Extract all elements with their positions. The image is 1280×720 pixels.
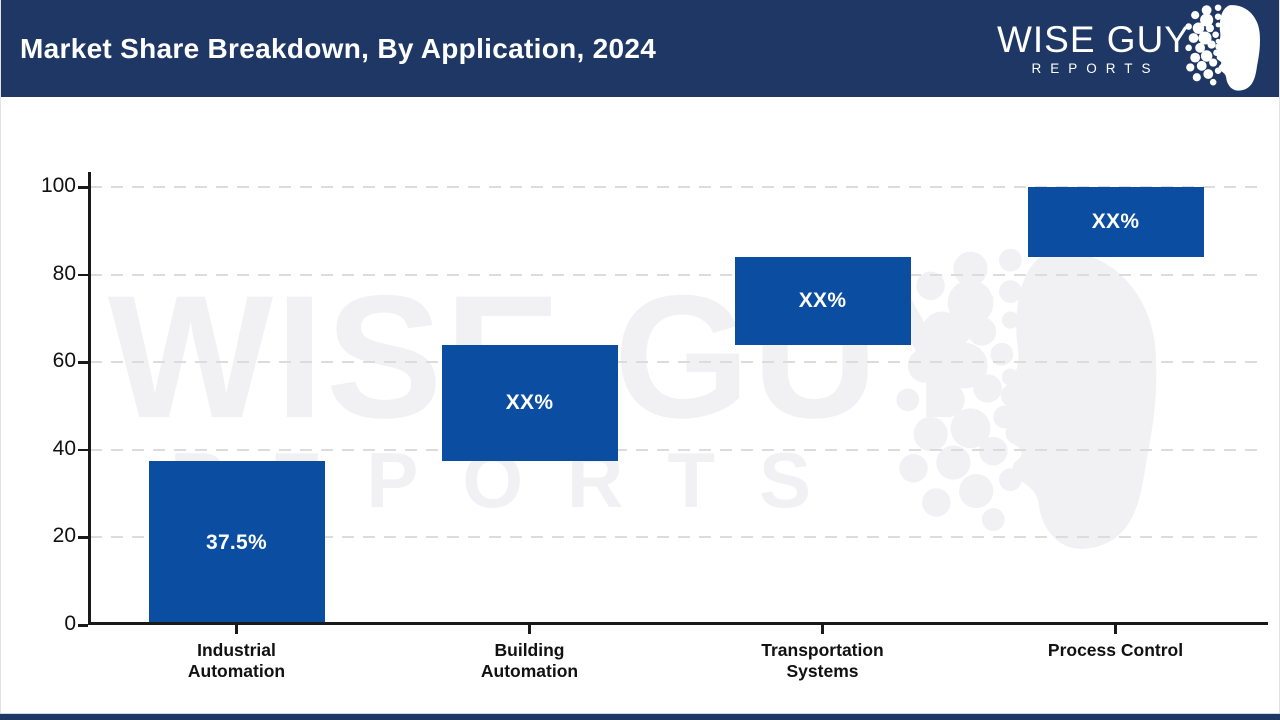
- bar-value-label: XX%: [798, 288, 847, 312]
- y-axis-tick-mark: [78, 624, 88, 627]
- x-axis-tick-mark: [235, 625, 238, 634]
- logo-subtitle: REPORTS: [1031, 61, 1160, 77]
- bar: XX%: [1027, 187, 1204, 258]
- x-axis-tick-mark: [821, 625, 824, 634]
- x-category-label: Building Automation: [480, 640, 579, 682]
- gridline: [90, 361, 1262, 364]
- x-axis-tick-mark: [528, 625, 531, 634]
- x-category-label: Transportation Systems: [761, 640, 884, 682]
- chart-area: WISE GUY REPORTS 37.5% XX% XX% XX% 0 20 40 60 8…: [0, 97, 1280, 714]
- y-axis-tick-mark: [78, 273, 88, 277]
- y-axis-tick-label: 0: [64, 612, 76, 635]
- bar-value-label: XX%: [505, 390, 554, 414]
- footer-bar: [0, 714, 1280, 720]
- bar: 37.5%: [148, 460, 325, 625]
- y-axis-tick-mark: [78, 448, 88, 452]
- wiseguy-logo: WISE GUY REPORTS: [997, 3, 1266, 92]
- y-axis-line: [88, 172, 91, 625]
- x-axis-tick-mark: [1114, 625, 1117, 634]
- y-axis-tick-label: 20: [52, 524, 76, 548]
- x-axis-line: [88, 622, 1268, 625]
- x-category-label: Process Control: [1047, 640, 1184, 660]
- y-axis-tick-mark: [78, 536, 88, 539]
- header: Market Share Breakdown, By Application, …: [0, 0, 1280, 97]
- footer-hairline: [0, 713, 1280, 714]
- y-axis-tick-label: 80: [52, 261, 76, 285]
- y-axis-tick-label: 100: [40, 174, 76, 197]
- page-title: Market Share Breakdown, By Application, …: [20, 32, 657, 64]
- plot-area: 37.5% XX% XX% XX%: [90, 186, 1262, 625]
- gridline: [90, 536, 1262, 539]
- y-axis-tick-label: 40: [52, 436, 76, 460]
- gridline: [90, 273, 1262, 276]
- wiseguy-logo-text: WISE GUY REPORTS: [997, 21, 1190, 76]
- y-axis-tick-mark: [78, 186, 88, 189]
- bar-value-label: 37.5%: [205, 530, 268, 554]
- y-axis-tick-mark: [78, 361, 88, 364]
- bar: XX%: [441, 344, 618, 461]
- logo-wordmark: WISE GUY: [996, 19, 1190, 61]
- wiseguy-head-icon: [1185, 3, 1260, 91]
- bar: XX%: [734, 257, 911, 345]
- y-axis-tick-label: 60: [52, 349, 76, 373]
- bar-value-label: XX%: [1091, 210, 1140, 234]
- gridline: [90, 448, 1262, 451]
- x-category-label: Industrial Automation: [187, 640, 286, 682]
- gridline: [90, 186, 1262, 188]
